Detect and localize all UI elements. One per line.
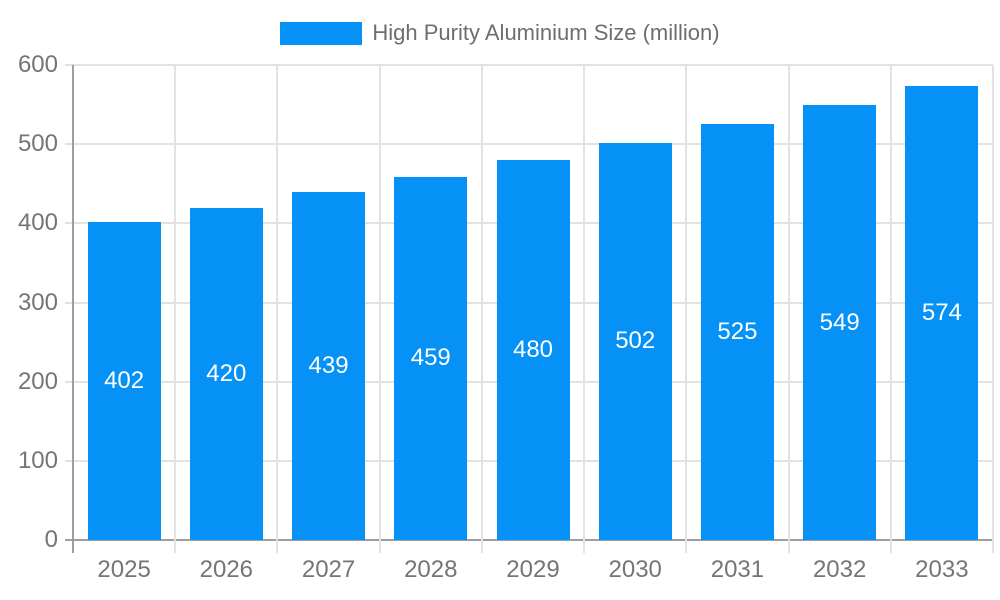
bar-2029[interactable]: 480 <box>496 160 570 540</box>
bar-value-label: 402 <box>104 366 145 394</box>
x-tick-label: 2028 <box>404 556 458 583</box>
x-axis-baseline <box>65 539 993 541</box>
x-tick-label: 2031 <box>710 556 765 583</box>
vertical-gridline <box>992 65 994 553</box>
x-tick-label: 2025 <box>97 556 151 583</box>
vertical-gridline <box>685 65 688 553</box>
bar-2033[interactable]: 574 <box>905 85 979 540</box>
vertical-gridline <box>174 65 177 553</box>
bar-value-label: 420 <box>206 359 247 387</box>
legend-swatch[interactable] <box>280 21 363 45</box>
bar-2032[interactable]: 549 <box>803 105 877 540</box>
bar-value-label: 549 <box>819 308 860 336</box>
legend-label[interactable]: High Purity Aluminium Size (million) <box>372 20 720 45</box>
vertical-gridline <box>889 65 892 553</box>
bar-value-label: 459 <box>410 344 451 372</box>
bar-2026[interactable]: 420 <box>189 207 263 540</box>
horizontal-gridline <box>65 64 993 66</box>
bar-value-label: 480 <box>512 336 554 363</box>
bar-value-label: 525 <box>717 318 758 346</box>
plot-area: 402 420 439 459 480 502 525 549 574 <box>65 64 994 553</box>
x-tick-label: 2026 <box>199 556 254 583</box>
bar-value-label: 439 <box>308 352 349 380</box>
bar-2025[interactable]: 402 <box>87 221 161 540</box>
horizontal-gridline <box>65 143 993 146</box>
y-tick-label: 400 <box>17 209 58 237</box>
y-axis-line <box>72 65 74 553</box>
y-tick-label: 200 <box>17 367 58 395</box>
x-tick-label: 2032 <box>812 556 867 583</box>
x-tick-label: 2027 <box>301 556 356 583</box>
bar-value-label: 502 <box>615 327 656 355</box>
legend[interactable]: High Purity Aluminium Size (million) <box>0 19 1000 47</box>
bar-2030[interactable]: 502 <box>598 142 672 540</box>
vertical-gridline <box>378 65 381 553</box>
bar-2031[interactable]: 525 <box>700 124 774 540</box>
y-tick-label: 300 <box>17 288 58 316</box>
y-tick-label: 0 <box>44 526 58 553</box>
vertical-gridline <box>276 65 279 553</box>
bar-value-label: 574 <box>921 298 962 326</box>
y-tick-label: 100 <box>17 446 58 474</box>
y-tick-label: 600 <box>17 51 58 78</box>
vertical-gridline <box>583 65 586 553</box>
x-tick-label: 2033 <box>915 556 969 583</box>
x-tick-label: 2029 <box>506 556 560 583</box>
bar-2028[interactable]: 459 <box>394 176 468 540</box>
vertical-gridline <box>480 65 483 553</box>
y-tick-label: 500 <box>17 130 58 158</box>
x-tick-label: 2030 <box>608 556 662 583</box>
bar-2027[interactable]: 439 <box>292 192 366 540</box>
vertical-gridline <box>787 65 790 553</box>
